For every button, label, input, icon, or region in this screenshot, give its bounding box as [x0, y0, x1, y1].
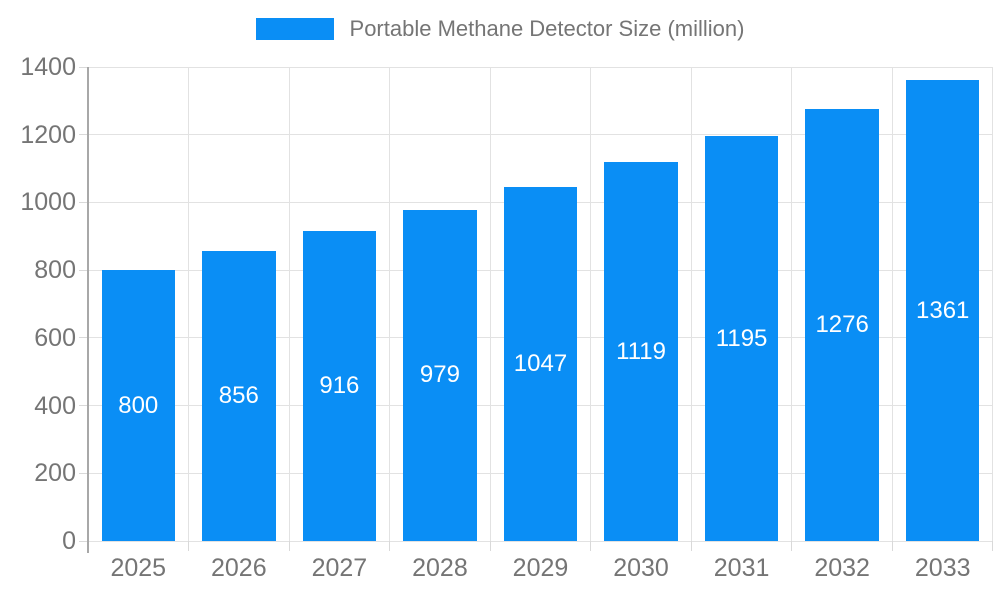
x-tick	[188, 541, 190, 551]
y-tick	[79, 269, 87, 271]
y-axis-label: 1400	[20, 53, 76, 81]
gridline-v	[991, 67, 993, 541]
bar-value-label: 800	[118, 391, 159, 419]
legend-swatch	[255, 18, 334, 40]
gridline-h	[88, 540, 993, 542]
x-tick	[791, 541, 793, 551]
x-tick	[389, 541, 391, 551]
bar-value-label: 1047	[513, 349, 568, 377]
y-tick	[79, 472, 87, 474]
y-tick	[79, 540, 87, 542]
bar-value-label: 1119	[616, 337, 666, 365]
gridline-v	[489, 67, 491, 541]
gridline-v	[891, 67, 893, 541]
gridline-h	[88, 134, 993, 136]
y-axis-label: 600	[34, 323, 76, 352]
bar-2033: 1361	[906, 80, 980, 541]
bar-value-label: 979	[419, 361, 460, 389]
y-axis-label: 400	[34, 391, 76, 420]
y-axis-label: 200	[34, 459, 76, 488]
legend-label: Portable Methane Detector Size (million)	[349, 16, 745, 41]
gridline-v	[791, 67, 793, 541]
x-axis-label: 2026	[211, 554, 267, 582]
bar-2027: 916	[302, 230, 377, 541]
bar-value-label: 916	[319, 371, 360, 399]
y-tick	[79, 134, 87, 136]
x-axis-label: 2032	[814, 554, 870, 582]
x-tick	[590, 541, 592, 551]
x-axis-label: 2027	[311, 554, 368, 582]
bar-2025: 800	[101, 270, 175, 541]
x-axis-label: 2031	[713, 554, 770, 582]
legend-item[interactable]: Portable Methane Detector Size (million)	[255, 16, 745, 42]
y-axis-line	[87, 67, 89, 553]
gridline-h	[88, 66, 993, 68]
y-axis-label: 800	[34, 256, 76, 285]
y-tick	[79, 66, 87, 68]
y-axis-label: 1000	[20, 188, 76, 217]
bar-2032: 1276	[805, 108, 879, 541]
x-tick	[891, 541, 893, 551]
x-axis-label: 2033	[914, 554, 971, 582]
gridline-v	[590, 67, 592, 541]
y-axis-label: 0	[62, 527, 76, 555]
plot-area: 800 856 916 979 1047 1119 1195 1276 1361	[79, 66, 993, 553]
x-axis-label: 2028	[412, 554, 468, 582]
bar-2029: 1047	[503, 186, 578, 541]
y-tick	[79, 405, 87, 407]
bar-2028: 979	[403, 209, 477, 541]
bar-2031: 1195	[704, 136, 779, 541]
x-tick	[991, 541, 993, 551]
bar-value-label: 856	[218, 382, 259, 410]
x-tick	[288, 541, 290, 551]
gridline-v	[188, 67, 190, 541]
y-tick	[79, 337, 87, 339]
gridline-v	[690, 67, 692, 541]
y-tick	[79, 201, 87, 203]
bar-value-label: 1276	[815, 310, 869, 338]
bar-value-label: 1361	[916, 296, 970, 324]
y-axis-label: 1200	[20, 120, 76, 149]
x-axis-label: 2030	[613, 554, 669, 582]
legend: Portable Methane Detector Size (million)	[0, 16, 1000, 42]
bar-2026: 856	[202, 251, 276, 541]
bar-value-label: 1195	[715, 324, 768, 352]
x-axis-label: 2029	[512, 554, 569, 582]
x-tick	[489, 541, 491, 551]
gridline-v	[389, 67, 391, 541]
bar-2030: 1119	[604, 162, 678, 541]
x-tick	[690, 541, 692, 551]
gridline-v	[288, 67, 290, 541]
x-axis-label: 2025	[110, 554, 167, 582]
